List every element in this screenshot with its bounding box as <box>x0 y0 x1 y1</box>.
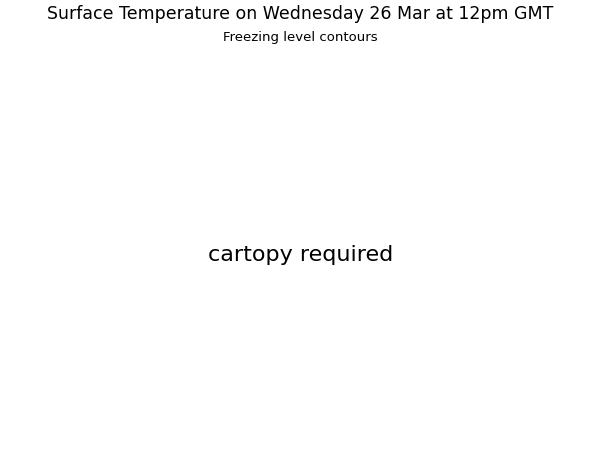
Text: cartopy required: cartopy required <box>208 244 393 265</box>
Text: Freezing level contours: Freezing level contours <box>223 31 378 44</box>
Text: Surface Temperature on Wednesday 26 Mar at 12pm GMT: Surface Temperature on Wednesday 26 Mar … <box>47 5 554 23</box>
